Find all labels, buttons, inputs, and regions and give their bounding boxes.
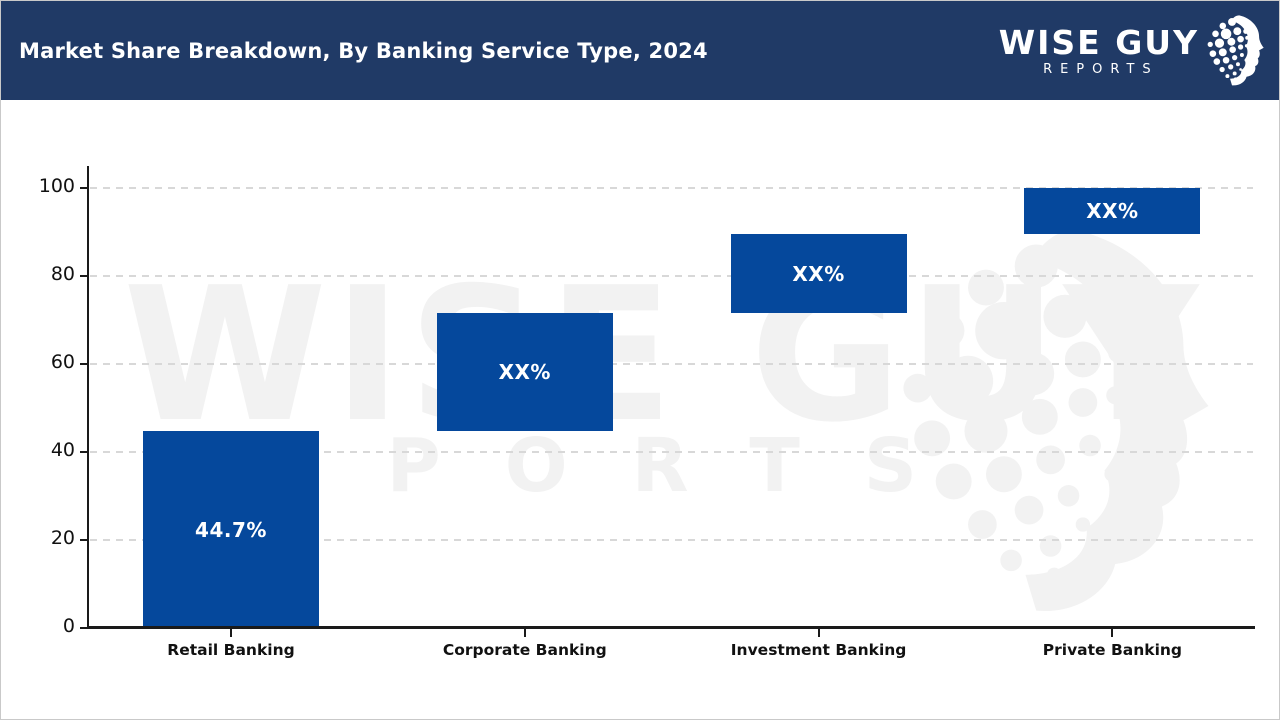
wiseguy-logo: WISE GUY REPORTS	[999, 9, 1267, 93]
watermark-face-icon	[903, 230, 1209, 612]
x-tick	[817, 629, 820, 637]
y-axis-tick-label: 100	[38, 175, 75, 197]
x-axis-category-label: Corporate Banking	[442, 641, 607, 659]
bar-value-label: XX%	[498, 360, 551, 385]
bar-retail-banking: 44.7%	[143, 431, 319, 628]
chart-title: Market Share Breakdown, By Banking Servi…	[19, 38, 708, 63]
gridline-40	[90, 451, 1253, 453]
y-axis-tick-label: 0	[62, 615, 75, 637]
x-tick	[1111, 629, 1114, 637]
gridline-20	[90, 539, 1253, 541]
gridline-100	[90, 187, 1253, 189]
header-bar: Market Share Breakdown, By Banking Servi…	[1, 1, 1279, 100]
y-tick	[80, 363, 88, 365]
logo-wordmark: WISE GUY	[998, 22, 1199, 62]
bar-private-banking: XX%	[1024, 188, 1201, 235]
bar-corporate-banking: XX%	[436, 313, 613, 432]
y-tick	[80, 627, 88, 629]
x-axis-category-label: Retail Banking	[167, 641, 295, 659]
y-axis-tick-label: 60	[50, 351, 75, 373]
bar-investment-banking: XX%	[730, 234, 907, 314]
x-tick	[230, 629, 232, 637]
y-axis-tick-label: 80	[50, 263, 75, 285]
y-tick	[80, 187, 88, 189]
bar-value-label: 44.7%	[195, 517, 267, 542]
gridline-60	[90, 363, 1253, 365]
gridline-80	[90, 275, 1253, 277]
logo-text: WISE GUY REPORTS	[998, 22, 1199, 78]
bar-value-label: XX%	[792, 261, 845, 286]
x-axis-category-label: Investment Banking	[730, 641, 907, 659]
x-axis-line	[87, 626, 1255, 629]
y-tick	[80, 275, 88, 277]
x-tick	[523, 629, 526, 637]
y-tick	[80, 451, 88, 453]
y-axis-line	[87, 166, 89, 628]
y-tick	[80, 539, 88, 541]
y-axis-tick-label: 40	[50, 439, 75, 461]
x-axis-category-label: Private Banking	[1042, 641, 1183, 659]
bar-value-label: XX%	[1086, 199, 1139, 224]
wiseguy-face-icon	[1207, 15, 1264, 86]
logo-subtitle: REPORTS	[1043, 62, 1159, 78]
y-axis-tick-label: 20	[50, 527, 75, 549]
